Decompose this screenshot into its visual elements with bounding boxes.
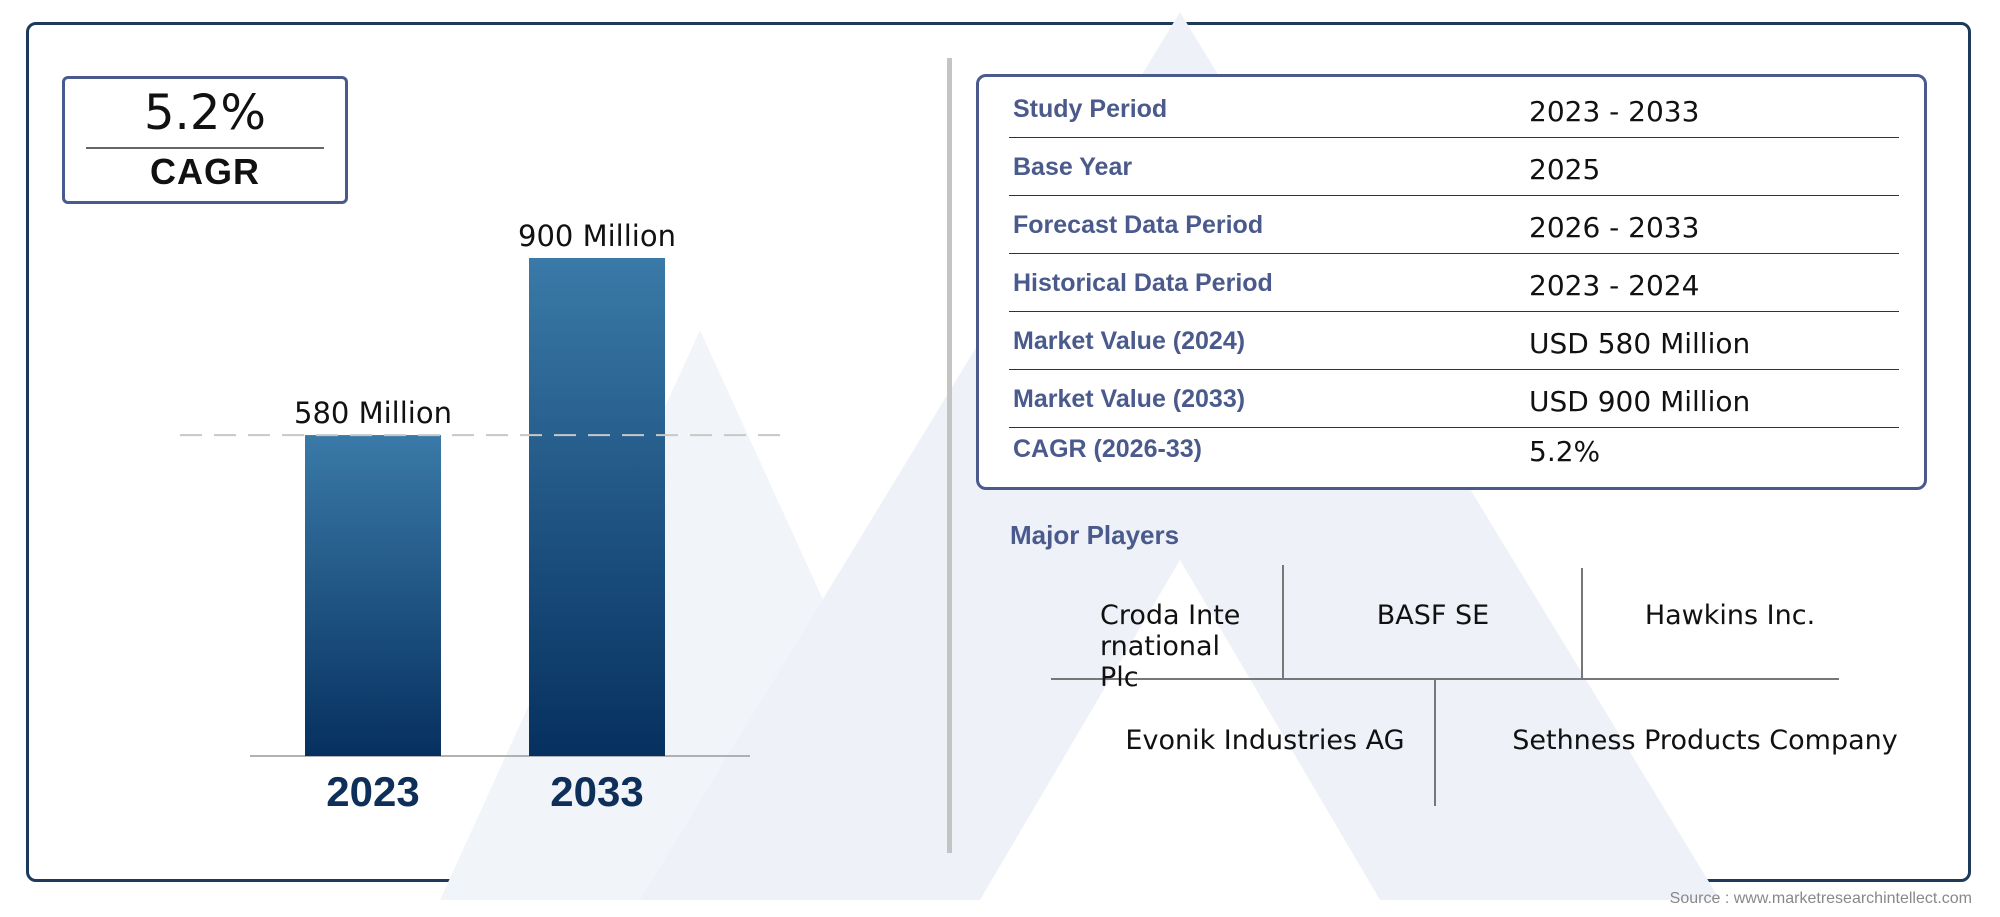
bar-data-label: 900 Million bbox=[518, 219, 676, 253]
info-row-value: USD 900 Million bbox=[1529, 385, 1751, 418]
info-row-value: 2025 bbox=[1529, 153, 1601, 186]
info-row-value: 5.2% bbox=[1529, 435, 1601, 468]
player-name: Sethness Products Company bbox=[1512, 725, 1898, 756]
player-name: BASF SE bbox=[1376, 600, 1490, 631]
info-row: Market Value (2024) USD 580 Million bbox=[1009, 311, 1899, 370]
bar-2033 bbox=[529, 258, 665, 756]
info-row-value: 2023 - 2033 bbox=[1529, 95, 1700, 128]
info-row-key: Market Value (2024) bbox=[1013, 327, 1246, 355]
info-row-value: USD 580 Million bbox=[1529, 327, 1751, 360]
info-row: Forecast Data Period 2026 - 2033 bbox=[1009, 195, 1899, 254]
cagr-value: 5.2% bbox=[144, 85, 266, 141]
player-name: Hawkins Inc. bbox=[1644, 600, 1816, 631]
x-tick-label: 2033 bbox=[550, 768, 643, 815]
vertical-divider bbox=[947, 58, 952, 853]
players-divider bbox=[1282, 565, 1284, 678]
players-divider bbox=[1581, 568, 1583, 678]
info-row: CAGR (2026-33) 5.2% bbox=[1009, 419, 1899, 477]
players-divider bbox=[1434, 679, 1436, 806]
source-credit: Source : www.marketresearchintellect.com bbox=[1669, 890, 1972, 907]
player-name: Croda International Plc bbox=[1100, 600, 1241, 693]
cagr-divider bbox=[86, 147, 324, 149]
bar-data-label: 580 Million bbox=[294, 396, 452, 430]
info-row: Base Year 2025 bbox=[1009, 137, 1899, 196]
info-row-key: Study Period bbox=[1013, 95, 1168, 123]
info-row-value: 2023 - 2024 bbox=[1529, 269, 1700, 302]
info-row-key: Historical Data Period bbox=[1013, 269, 1273, 297]
info-row-key: CAGR (2026-33) bbox=[1013, 435, 1202, 463]
bar-2023 bbox=[305, 435, 441, 756]
players-divider bbox=[1051, 678, 1839, 680]
info-row-value: 2026 - 2033 bbox=[1529, 211, 1700, 244]
player-name: Evonik Industries AG bbox=[1125, 725, 1405, 756]
info-row-key: Base Year bbox=[1013, 153, 1133, 181]
cagr-label: CAGR bbox=[150, 151, 260, 192]
major-players-title: Major Players bbox=[1010, 520, 1180, 550]
info-row: Study Period 2023 - 2033 bbox=[1009, 79, 1899, 138]
info-row-key: Market Value (2033) bbox=[1013, 385, 1246, 413]
cagr-summary-box: 5.2% CAGR bbox=[62, 76, 348, 204]
info-row: Market Value (2033) USD 900 Million bbox=[1009, 369, 1899, 428]
x-tick-label: 2023 bbox=[326, 768, 419, 815]
market-info-table: Study Period 2023 - 2033 Base Year 2025 Fore… bbox=[976, 74, 1927, 490]
info-row: Historical Data Period 2023 - 2024 bbox=[1009, 253, 1899, 312]
bar-chart: 580 Million 2023 900 Million 2033 bbox=[180, 219, 790, 815]
info-row-key: Forecast Data Period bbox=[1013, 211, 1264, 239]
